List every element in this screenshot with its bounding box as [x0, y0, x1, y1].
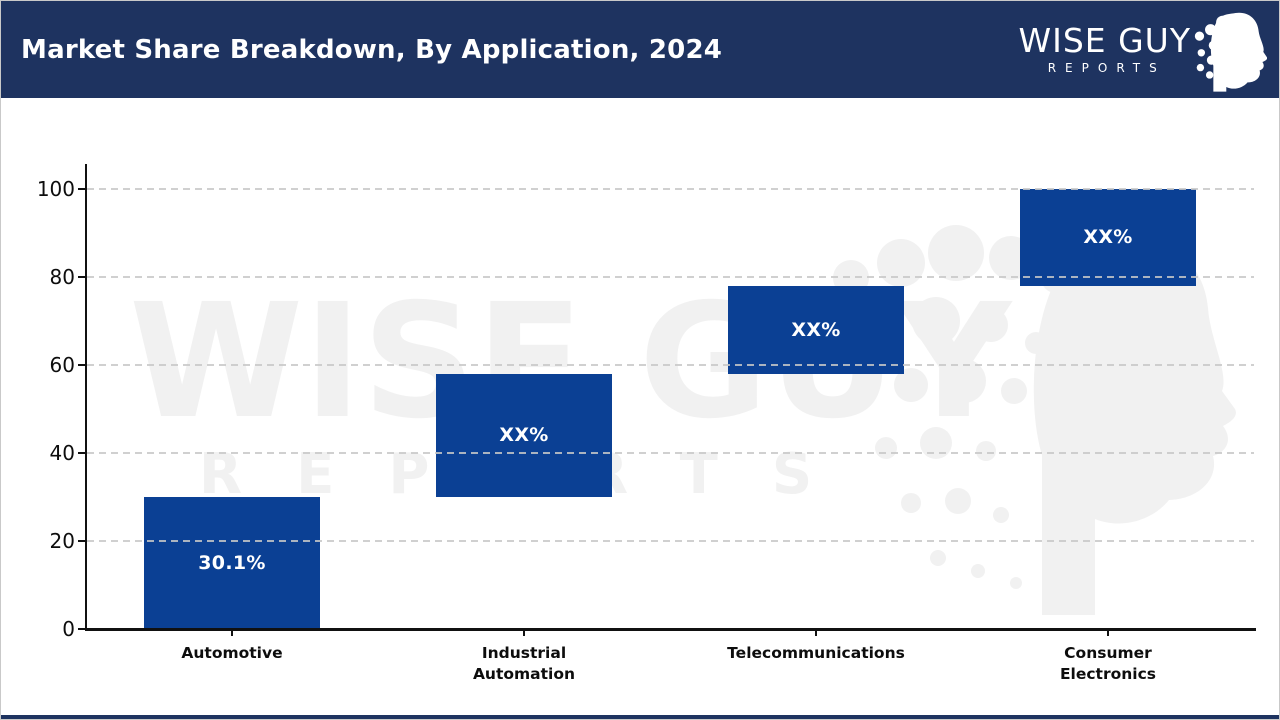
y-tick-label-40: 40 — [49, 441, 75, 465]
gridline-60 — [87, 364, 1254, 366]
brand-logo-text: WISE GUY REPORTS — [1018, 20, 1191, 76]
gridline-40 — [87, 452, 1254, 454]
x-tick — [231, 629, 233, 636]
page-title: Market Share Breakdown, By Application, … — [21, 34, 723, 65]
bar-value-label: XX% — [499, 424, 549, 447]
y-tick-label-80: 80 — [49, 265, 75, 289]
y-axis-line — [84, 164, 87, 630]
bar-value-label: XX% — [1083, 226, 1133, 249]
x-tick — [1107, 629, 1109, 636]
x-category-label-industrial-automation: Industrial Automation — [472, 644, 576, 683]
bar-value-label: 30.1% — [198, 551, 266, 574]
brand-logo: WISE GUY REPORTS — [1018, 1, 1267, 98]
x-category-label-consumer-electronics: Consumer Electronics — [1059, 644, 1157, 683]
footer-bar — [1, 715, 1279, 719]
y-tick-label-100: 100 — [36, 177, 75, 201]
y-tick — [78, 364, 85, 366]
brand-subname: REPORTS — [1047, 60, 1166, 75]
brand-name: WISE GUY — [1018, 20, 1191, 60]
y-tick — [78, 276, 85, 278]
header-banner: Market Share Breakdown, By Application, … — [1, 1, 1279, 98]
y-tick-label-60: 60 — [49, 353, 75, 377]
bar-telecommunications: XX% — [728, 285, 904, 374]
bar-automotive: 30.1% — [144, 496, 320, 629]
y-tick — [78, 188, 85, 190]
x-category-label-telecommunications: Telecommunications — [727, 644, 905, 662]
bar-industrial-automation: XX% — [436, 373, 612, 497]
y-tick — [78, 628, 85, 630]
gridline-100 — [87, 188, 1254, 190]
y-tick — [78, 540, 85, 542]
plot-area: 30.1% Automotive XX% Industrial Automation XX… — [1, 98, 1279, 715]
bar-consumer-electronics: XX% — [1020, 189, 1196, 286]
y-tick-label-0: 0 — [62, 617, 75, 641]
bar-value-label: XX% — [791, 318, 841, 341]
brand-head-icon — [1194, 12, 1267, 92]
gridline-20 — [87, 540, 1254, 542]
x-tick — [815, 629, 817, 636]
y-tick — [78, 452, 85, 454]
x-category-label-automotive: Automotive — [181, 644, 283, 662]
x-axis-line — [84, 628, 1256, 631]
gridline-80 — [87, 276, 1254, 278]
x-tick — [523, 629, 525, 636]
y-tick-label-20: 20 — [49, 529, 75, 553]
